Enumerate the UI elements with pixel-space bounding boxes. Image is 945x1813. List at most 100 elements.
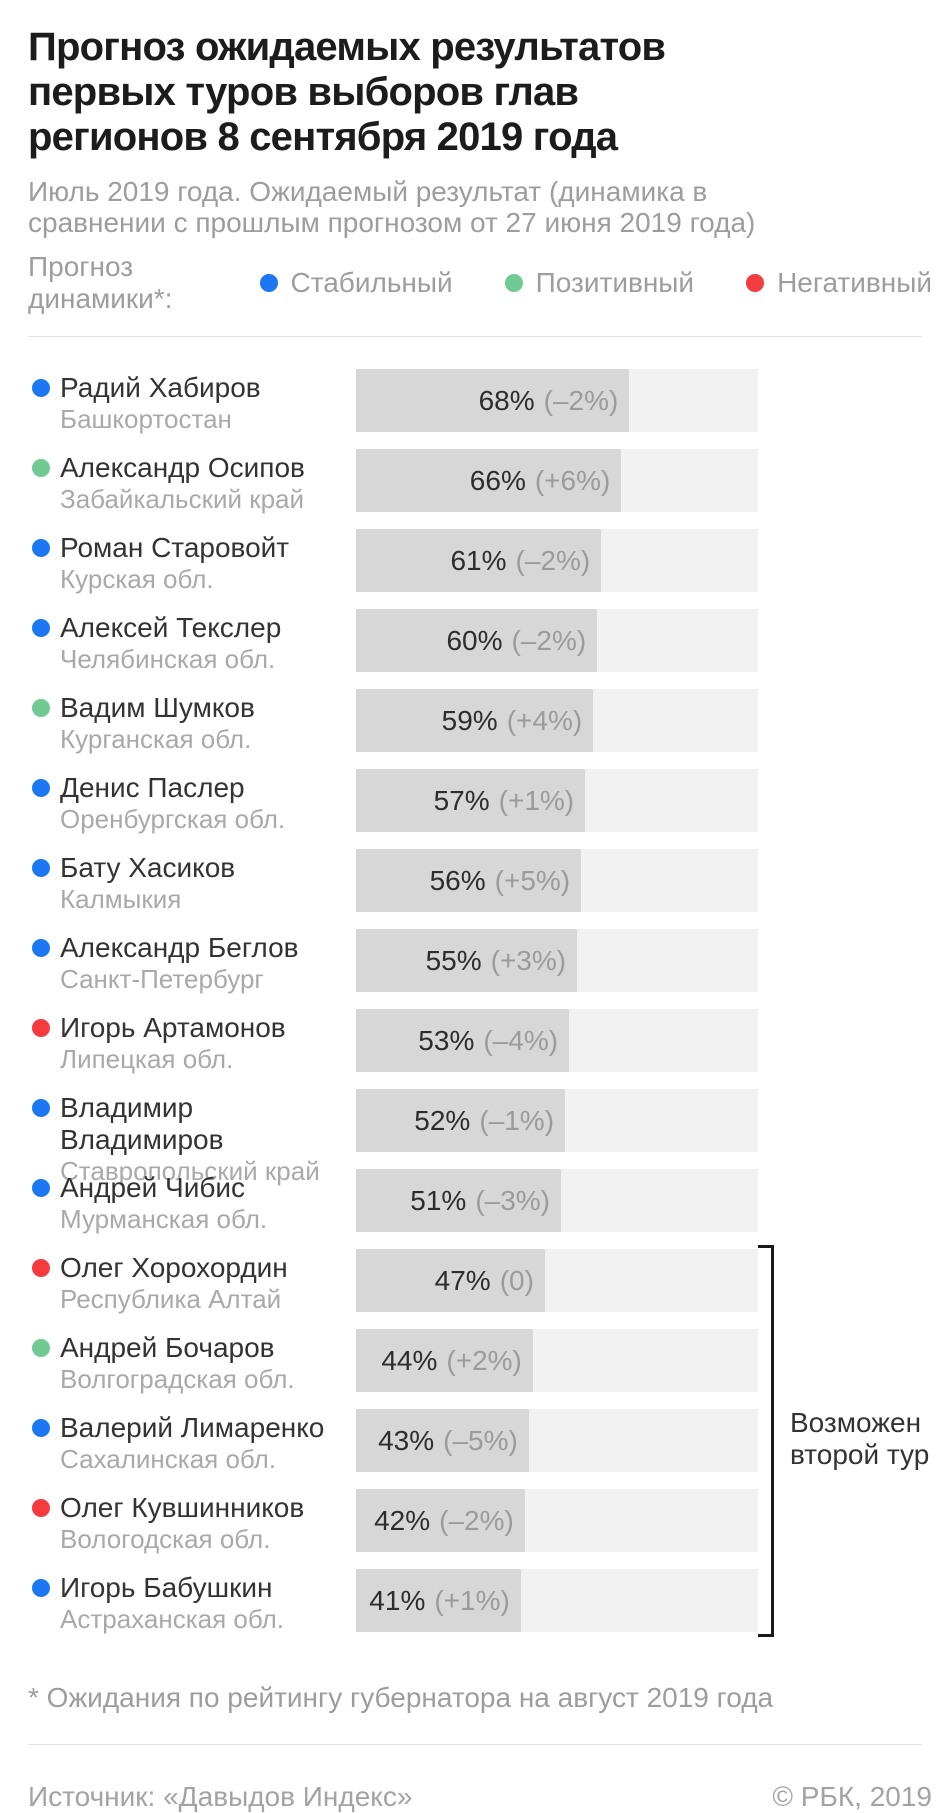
result-bar-track: 41% (+1%)	[356, 1569, 758, 1632]
result-value: 44%	[381, 1344, 438, 1376]
candidate-labels: Олег Хорохордин Республика Алтай	[60, 1252, 288, 1314]
result-bar-fill: 42% (–2%)	[356, 1489, 525, 1552]
candidate-region: Ставропольский край	[60, 1156, 320, 1186]
result-bar-fill: 44% (+2%)	[356, 1329, 533, 1392]
source-credit: Источник: «Давыдов Индекс»	[28, 1781, 413, 1812]
result-value: 43%	[378, 1424, 435, 1456]
candidate-row: Олег Кувшинников Вологодская обл. 42% (–2%)	[28, 1489, 932, 1554]
result-bar-track: 59% (+4%)	[356, 689, 758, 752]
candidate-region: Липецкая обл.	[60, 1044, 234, 1074]
candidate-name: Александр Осипов	[60, 452, 305, 483]
candidate-row: Александр Беглов Санкт-Петербург 55% (+3%)	[28, 929, 932, 994]
candidate-info: Вадим Шумков Курганская обл.	[28, 689, 356, 754]
candidate-info: Владимир Владимиров Ставропольский край	[28, 1089, 356, 1186]
stable-dot-icon	[32, 539, 50, 557]
result-bar-track: 68% (–2%)	[356, 369, 758, 432]
result-value: 53%	[418, 1024, 475, 1056]
candidate-info: Алексей Текслер Челябинская обл.	[28, 609, 356, 674]
negative-dot-icon	[32, 1259, 50, 1277]
result-delta: (–2%)	[439, 1504, 514, 1536]
candidate-labels: Бату Хасиков Калмыкия	[60, 852, 235, 914]
candidate-name: Игорь Артамонов	[60, 1012, 286, 1043]
candidate-row: Андрей Бочаров Волгоградская обл. 44% (+2%)	[28, 1329, 932, 1394]
candidate-labels: Вадим Шумков Курганская обл.	[60, 692, 255, 754]
result-delta: (–2%)	[543, 384, 619, 416]
candidate-info: Роман Старовойт Курская обл.	[28, 529, 356, 594]
result-delta: (–5%)	[443, 1424, 518, 1456]
candidate-info: Андрей Чибис Мурманская обл.	[28, 1169, 356, 1234]
result-bar-fill: 43% (–5%)	[356, 1409, 529, 1472]
candidate-info: Игорь Бабушкин Астраханская обл.	[28, 1569, 356, 1634]
candidate-region: Санкт-Петербург	[60, 964, 264, 994]
result-value: 59%	[441, 704, 498, 736]
candidate-name: Алексей Текслер	[60, 612, 282, 643]
positive-dot-icon	[32, 699, 50, 717]
negative-dot-icon	[32, 1499, 50, 1517]
candidate-region: Волгоградская обл.	[60, 1364, 295, 1394]
result-bar-fill: 51% (–3%)	[356, 1169, 562, 1232]
stable-dot-icon	[32, 1099, 50, 1117]
result-bar-track: 44% (+2%)	[356, 1329, 758, 1392]
result-delta: (0)	[499, 1264, 534, 1296]
result-bar-track: 43% (–5%)	[356, 1409, 758, 1472]
result-bar-fill: 66% (+6%)	[356, 449, 622, 512]
result-delta: (–2%)	[515, 544, 591, 576]
candidate-region: Курганская обл.	[60, 724, 252, 754]
candidate-region: Сахалинская обл.	[60, 1444, 277, 1474]
divider	[28, 336, 922, 337]
result-bar-fill: 57% (+1%)	[356, 769, 586, 832]
footer-divider	[28, 1744, 922, 1745]
candidate-region: Забайкальский край	[60, 484, 305, 514]
result-delta: (+1%)	[498, 784, 575, 816]
candidate-labels: Алексей Текслер Челябинская обл.	[60, 612, 281, 674]
candidate-name: Денис Паслер	[60, 772, 245, 803]
candidate-labels: Александр Осипов Забайкальский край	[60, 452, 305, 514]
candidate-name: Александр Беглов	[60, 932, 299, 963]
stable-dot-icon	[259, 274, 278, 292]
positive-dot-icon	[32, 1339, 50, 1357]
negative-dot-icon	[746, 274, 765, 292]
stable-dot-icon	[32, 939, 50, 957]
result-bar-track: 47% (0)	[356, 1249, 758, 1312]
legend-label: Прогноз динамики*:	[28, 251, 173, 314]
candidate-labels: Игорь Бабушкин Астраханская обл.	[60, 1572, 284, 1634]
result-bar-fill: 61% (–2%)	[356, 529, 602, 592]
result-value: 42%	[374, 1504, 431, 1536]
legend-item-stable: Стабильный	[259, 267, 453, 299]
page-title: Прогноз ожидаемых результатов первых тур…	[28, 25, 666, 159]
subtitle: Июль 2019 года. Ожидаемый результат (дин…	[28, 176, 756, 238]
candidate-info: Радий Хабиров Башкортостан	[28, 369, 356, 434]
result-bar-track: 60% (–2%)	[356, 609, 758, 672]
result-delta: (+3%)	[490, 944, 567, 976]
candidate-name: Олег Кувшинников	[60, 1492, 305, 1523]
result-bar-fill: 55% (+3%)	[356, 929, 578, 992]
result-delta: (–3%)	[475, 1184, 551, 1216]
positive-dot-icon	[32, 459, 50, 477]
candidate-row: Вадим Шумков Курганская обл. 59% (+4%)	[28, 689, 932, 754]
candidate-name: Вадим Шумков	[60, 692, 255, 723]
candidate-row: Олег Хорохордин Республика Алтай 47% (0)	[28, 1249, 932, 1314]
result-bar-track: 61% (–2%)	[356, 529, 758, 592]
result-value: 52%	[414, 1104, 471, 1136]
result-delta: (+5%)	[494, 864, 571, 896]
candidate-labels: Радий Хабиров Башкортостан	[60, 372, 261, 434]
footnote: * Ожидания по рейтингу губернатора на ав…	[28, 1682, 774, 1713]
candidate-name: Роман Старовойт	[60, 532, 290, 563]
candidate-info: Александр Беглов Санкт-Петербург	[28, 929, 356, 994]
candidate-name: Бату Хасиков	[60, 852, 236, 883]
legend-item-positive: Позитивный	[504, 267, 694, 299]
result-bar-track: 55% (+3%)	[356, 929, 758, 992]
candidate-row: Игорь Бабушкин Астраханская обл. 41% (+1%)	[28, 1569, 932, 1634]
copyright: © РБК, 2019	[772, 1781, 932, 1812]
candidate-info: Андрей Бочаров Волгоградская обл.	[28, 1329, 356, 1394]
candidate-name: Андрей Бочаров	[60, 1332, 275, 1363]
candidate-name: Игорь Бабушкин	[60, 1572, 273, 1603]
candidate-name: Владимир Владимиров	[60, 1092, 224, 1155]
candidate-row: Бату Хасиков Калмыкия 56% (+5%)	[28, 849, 932, 914]
result-bar-track: 52% (–1%)	[356, 1089, 758, 1152]
candidate-region: Курская обл.	[60, 564, 214, 594]
candidate-region: Республика Алтай	[60, 1284, 282, 1314]
footer: Источник: «Давыдов Индекс» © РБК, 2019	[28, 1781, 932, 1813]
result-delta: (+2%)	[446, 1344, 522, 1376]
